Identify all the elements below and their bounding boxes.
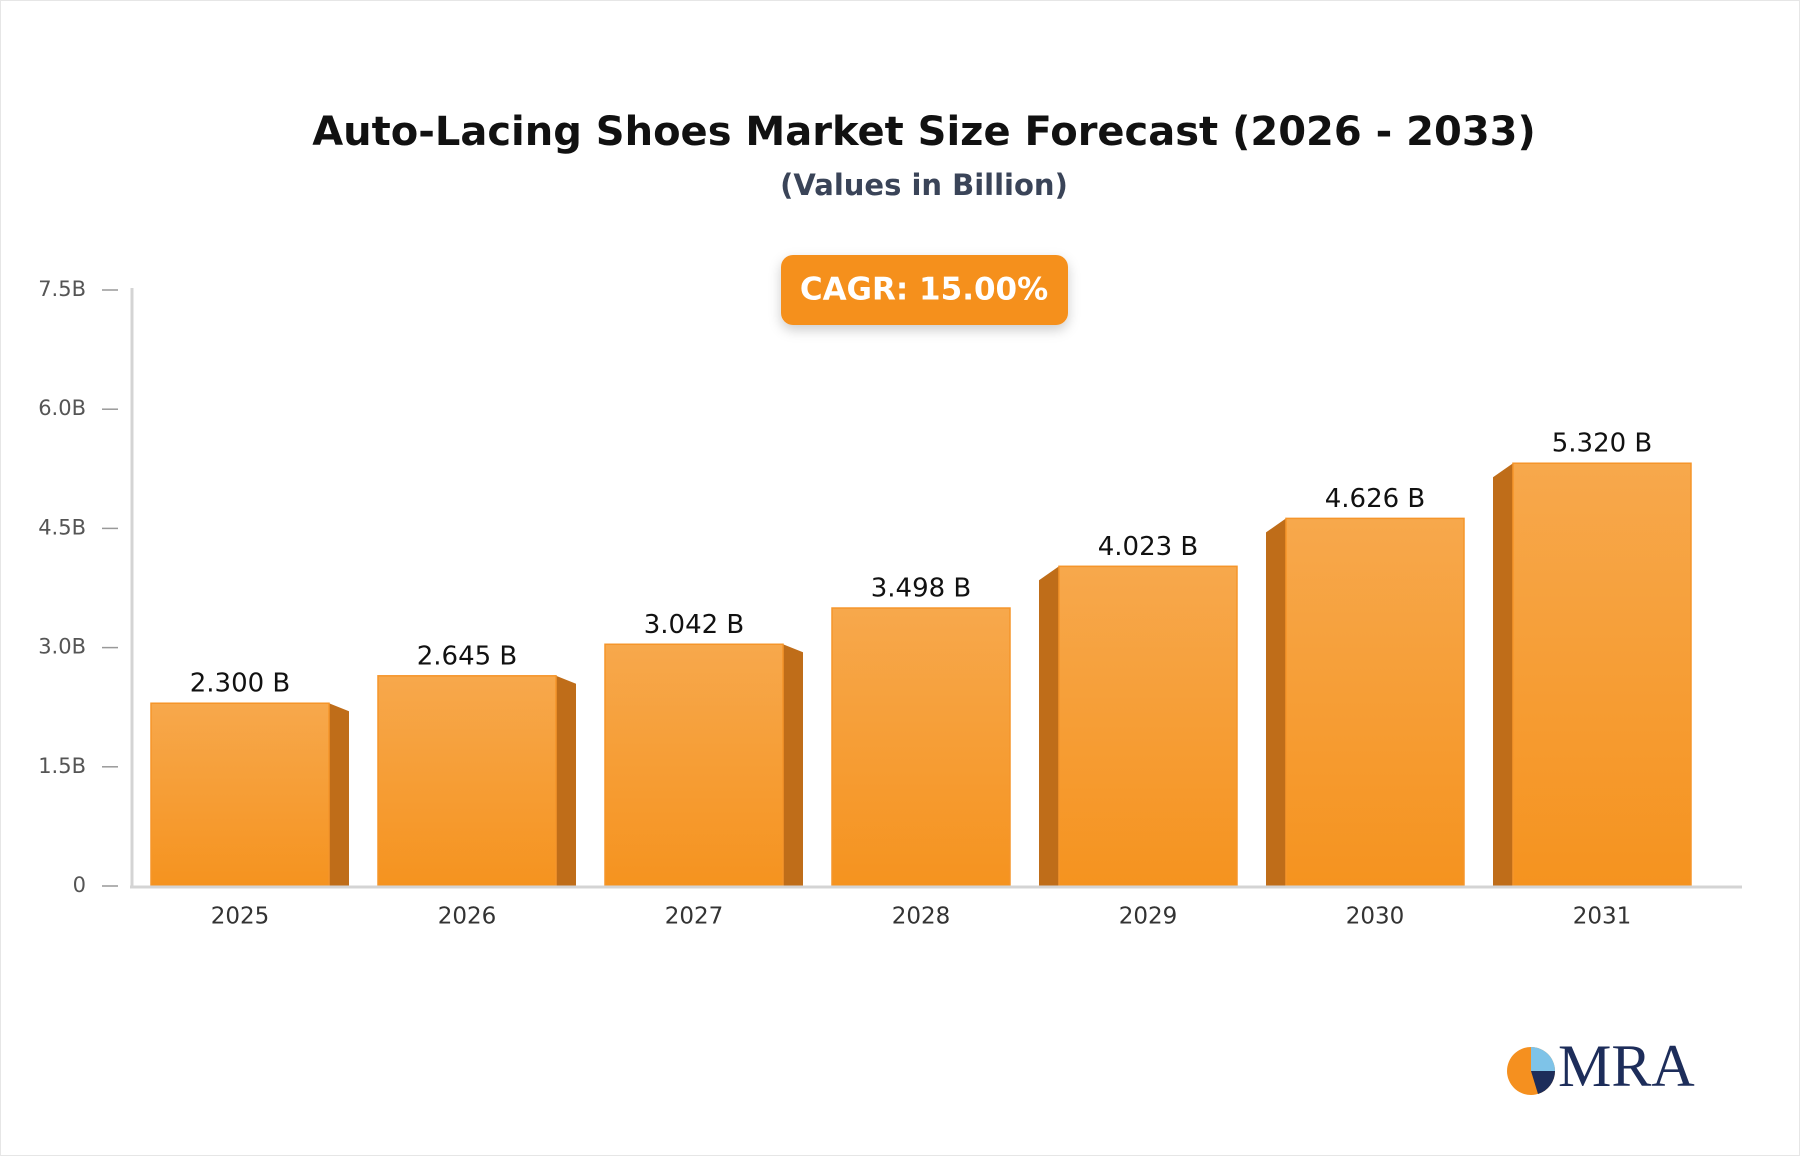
y-tick-label: 4.5B — [38, 515, 86, 539]
bar-side — [556, 675, 576, 886]
x-tick-label: 2026 — [438, 904, 497, 930]
logo: MRA — [1507, 1033, 1695, 1099]
bar — [831, 607, 1011, 887]
bar-side — [1266, 518, 1286, 886]
bar — [377, 675, 557, 887]
x-tick-label: 2027 — [665, 904, 724, 930]
bar — [150, 702, 330, 887]
y-tick-label: 7.5B — [38, 277, 86, 301]
x-tick-label: 2031 — [1573, 904, 1632, 930]
value-label: 5.320 B — [1552, 429, 1653, 459]
value-label: 3.498 B — [871, 574, 972, 604]
x-tick-label: 2028 — [892, 904, 951, 930]
value-label: 2.645 B — [417, 641, 518, 671]
y-tick-label: 6.0B — [38, 396, 86, 420]
cagr-text: CAGR: 15.00% — [800, 272, 1048, 308]
logo-slice — [1531, 1071, 1556, 1094]
y-tick-label: 0 — [73, 873, 86, 897]
x-tick-label: 2025 — [211, 904, 270, 930]
logo-text: MRA — [1558, 1033, 1695, 1099]
bar-side — [783, 644, 803, 886]
value-label: 4.023 B — [1098, 532, 1199, 562]
value-label: 2.300 B — [190, 669, 291, 699]
y-tick-label: 1.5B — [38, 754, 86, 778]
bar-side — [329, 703, 349, 886]
cagr-badge — [781, 255, 1068, 325]
logo-slice — [1531, 1047, 1555, 1071]
y-tick-label: 3.0B — [38, 635, 86, 659]
bar — [1285, 517, 1465, 887]
bar — [1512, 462, 1692, 887]
chart-subtitle: (Values in Billion) — [780, 168, 1068, 202]
bar — [604, 643, 784, 887]
value-label: 4.626 B — [1325, 484, 1426, 514]
bar-side — [1493, 463, 1513, 886]
chart-title: Auto-Lacing Shoes Market Size Forecast (… — [312, 109, 1536, 155]
x-tick-label: 2030 — [1346, 904, 1405, 930]
plot-area: 0 1.5B 3.0B 4.5B 6.0B 7.5B 2025 2.300 B 2026 2.64… — [38, 277, 1692, 930]
x-tick-label: 2029 — [1119, 904, 1178, 930]
value-label: 3.042 B — [644, 610, 745, 640]
bar-side — [1039, 566, 1059, 886]
bar — [1058, 565, 1238, 887]
